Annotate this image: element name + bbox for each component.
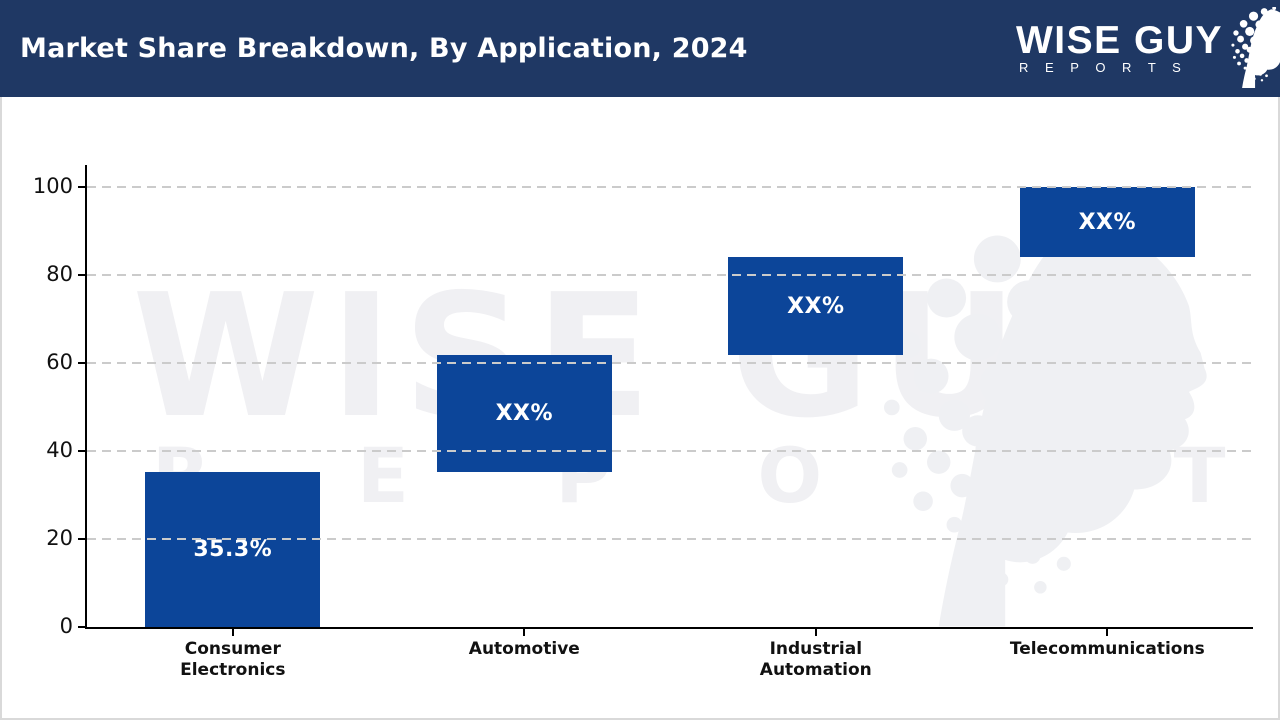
- y-axis-tick-80: [78, 274, 87, 276]
- watermark-text-line2: R E P O R T S: [152, 431, 1280, 520]
- y-axis-tick-40: [78, 450, 87, 452]
- y-axis-tick-label: 60: [46, 350, 73, 374]
- x-axis-label-line: Industrial: [769, 639, 863, 659]
- gridline-80: [87, 274, 1253, 276]
- bar-value-label: XX%: [1078, 209, 1137, 235]
- bar-consumer-electronics: 35.3%: [145, 471, 321, 627]
- brand-logo-face-icon: [1231, 7, 1280, 88]
- bar-value-label: 35.3%: [193, 536, 273, 562]
- header: Market Share Breakdown, By Application, …: [0, 0, 1280, 97]
- x-axis-label-industrial-automation: Industrial Automation: [686, 639, 946, 681]
- brand-logo-subname: R E P O R T S: [1019, 60, 1188, 75]
- y-axis-tick-label: 80: [46, 262, 73, 286]
- bar-value-label: XX%: [787, 293, 845, 319]
- gridline-100: [87, 186, 1253, 188]
- x-axis-label-consumer-electronics: Consumer Electronics: [103, 639, 363, 681]
- y-axis-tick-60: [78, 362, 87, 364]
- gridline-40: [87, 450, 1253, 452]
- x-axis-label-line: Automotive: [468, 639, 580, 659]
- y-axis-tick-20: [78, 538, 87, 540]
- gridline-20: [87, 538, 1253, 540]
- gridline-60: [87, 362, 1253, 364]
- page-title: Market Share Breakdown, By Application, …: [20, 33, 748, 64]
- brand-logo-text: WISE GUY R E P O R T S: [1016, 19, 1224, 76]
- bar-industrial-automation: XX%: [728, 257, 904, 356]
- y-axis-tick-0: [78, 626, 87, 628]
- x-axis-label-telecommunications: Telecommunications: [977, 639, 1237, 660]
- brand-logo: WISE GUY R E P O R T S: [1016, 6, 1280, 92]
- watermark-text-line1: WISE GUY: [132, 258, 1162, 456]
- bar-automotive: XX%: [436, 355, 612, 472]
- x-axis-tick-consumer-electronics: [231, 629, 234, 636]
- y-axis-tick-label: 100: [32, 174, 73, 198]
- x-axis-spine: [85, 627, 1253, 629]
- x-axis-tick-automotive: [523, 629, 526, 636]
- x-axis-label-automotive: Automotive: [394, 639, 654, 660]
- y-axis-tick-100: [78, 186, 87, 188]
- x-axis-label-line: Electronics: [180, 660, 286, 680]
- y-axis-spine: [85, 165, 87, 629]
- x-axis-label-line: Telecommunications: [1009, 639, 1205, 659]
- x-axis-label-line: Consumer: [184, 639, 281, 659]
- x-axis-tick-industrial-automation: [814, 629, 817, 636]
- brand-logo-name: WISE GUY: [1016, 19, 1224, 62]
- y-axis-tick-label: 0: [59, 614, 73, 638]
- y-axis-tick-label: 20: [46, 526, 73, 550]
- bar-telecommunications: XX%: [1019, 187, 1195, 257]
- bar-value-label: XX%: [495, 400, 554, 426]
- y-axis-tick-label: 40: [46, 438, 73, 462]
- x-axis-label-line: Automation: [759, 660, 872, 680]
- x-axis-tick-telecommunications: [1106, 629, 1109, 636]
- watermark-face-dots-icon: [884, 212, 1207, 627]
